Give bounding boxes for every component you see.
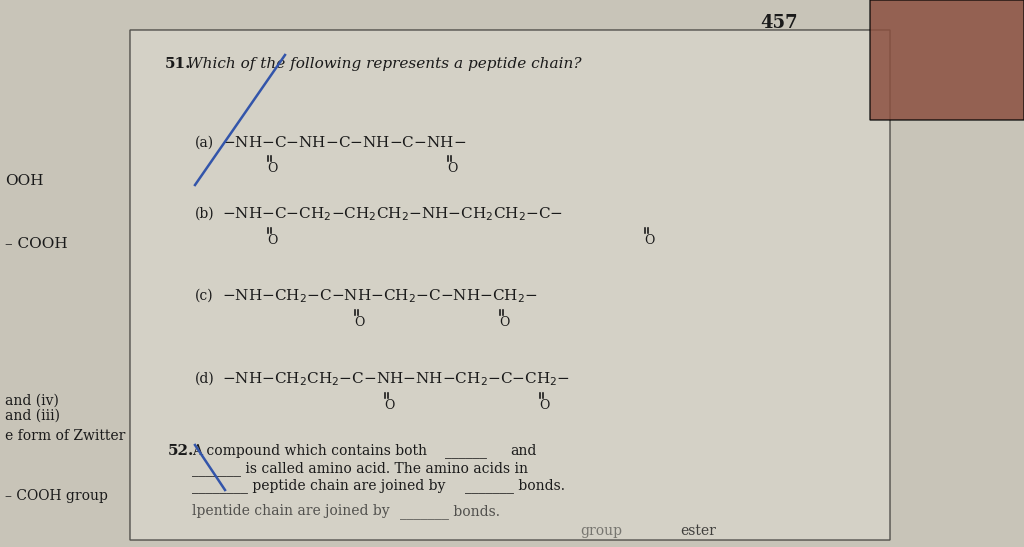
Text: O: O: [384, 399, 394, 412]
Text: $-$NH$-$CH$_2$CH$_2$$-$C$-$NH$-$NH$-$CH$_2$$-$C$-$CH$_2$$-$: $-$NH$-$CH$_2$CH$_2$$-$C$-$NH$-$NH$-$CH$…: [222, 370, 570, 388]
Text: ________ peptide chain are joined by: ________ peptide chain are joined by: [193, 478, 445, 493]
Text: $-$NH$-$CH$_2$$-$C$-$NH$-$CH$_2$$-$C$-$NH$-$CH$_2$$-$: $-$NH$-$CH$_2$$-$C$-$NH$-$CH$_2$$-$C$-$N…: [222, 287, 538, 305]
FancyBboxPatch shape: [870, 0, 1024, 120]
Text: lpentide chain are joined by: lpentide chain are joined by: [193, 504, 389, 518]
Text: e form of Zwitter: e form of Zwitter: [5, 429, 125, 443]
Text: 457: 457: [760, 14, 798, 32]
Text: O: O: [267, 162, 278, 175]
Text: (a): (a): [195, 136, 214, 150]
Text: A compound which contains both: A compound which contains both: [193, 444, 427, 458]
Text: 52.: 52.: [168, 444, 195, 458]
Text: _______ bonds.: _______ bonds.: [400, 504, 500, 519]
FancyBboxPatch shape: [130, 30, 890, 540]
Text: Which of the following represents a peptide chain?: Which of the following represents a pept…: [187, 57, 582, 71]
Text: O: O: [539, 399, 549, 412]
Text: (d): (d): [195, 372, 215, 386]
Text: O: O: [267, 234, 278, 247]
Text: and (iii): and (iii): [5, 409, 60, 423]
Text: OOH: OOH: [5, 174, 43, 188]
Text: (c): (c): [195, 289, 214, 303]
Text: _______ is called amino acid. The amino acids in: _______ is called amino acid. The amino …: [193, 461, 528, 476]
Text: – COOH group: – COOH group: [5, 489, 108, 503]
Text: _______ bonds.: _______ bonds.: [465, 478, 565, 493]
Text: group: group: [580, 524, 622, 538]
Text: O: O: [499, 316, 509, 329]
Text: $-$NH$-$C$-$NH$-$C$-$NH$-$C$-$NH$-$: $-$NH$-$C$-$NH$-$C$-$NH$-$C$-$NH$-$: [222, 135, 466, 150]
Text: and (iv): and (iv): [5, 394, 58, 408]
Text: – COOH: – COOH: [5, 237, 68, 251]
Text: 51.: 51.: [165, 57, 191, 71]
Text: O: O: [354, 316, 365, 329]
Text: ______: ______: [445, 445, 487, 459]
Text: (b): (b): [195, 207, 215, 221]
Text: O: O: [644, 234, 654, 247]
Text: ester: ester: [680, 524, 716, 538]
Text: $-$NH$-$C$-$CH$_2$$-$CH$_2$CH$_2$$-$NH$-$CH$_2$CH$_2$$-$C$-$: $-$NH$-$C$-$CH$_2$$-$CH$_2$CH$_2$$-$NH$-…: [222, 205, 563, 223]
Text: and: and: [510, 444, 537, 458]
Text: O: O: [447, 162, 458, 175]
